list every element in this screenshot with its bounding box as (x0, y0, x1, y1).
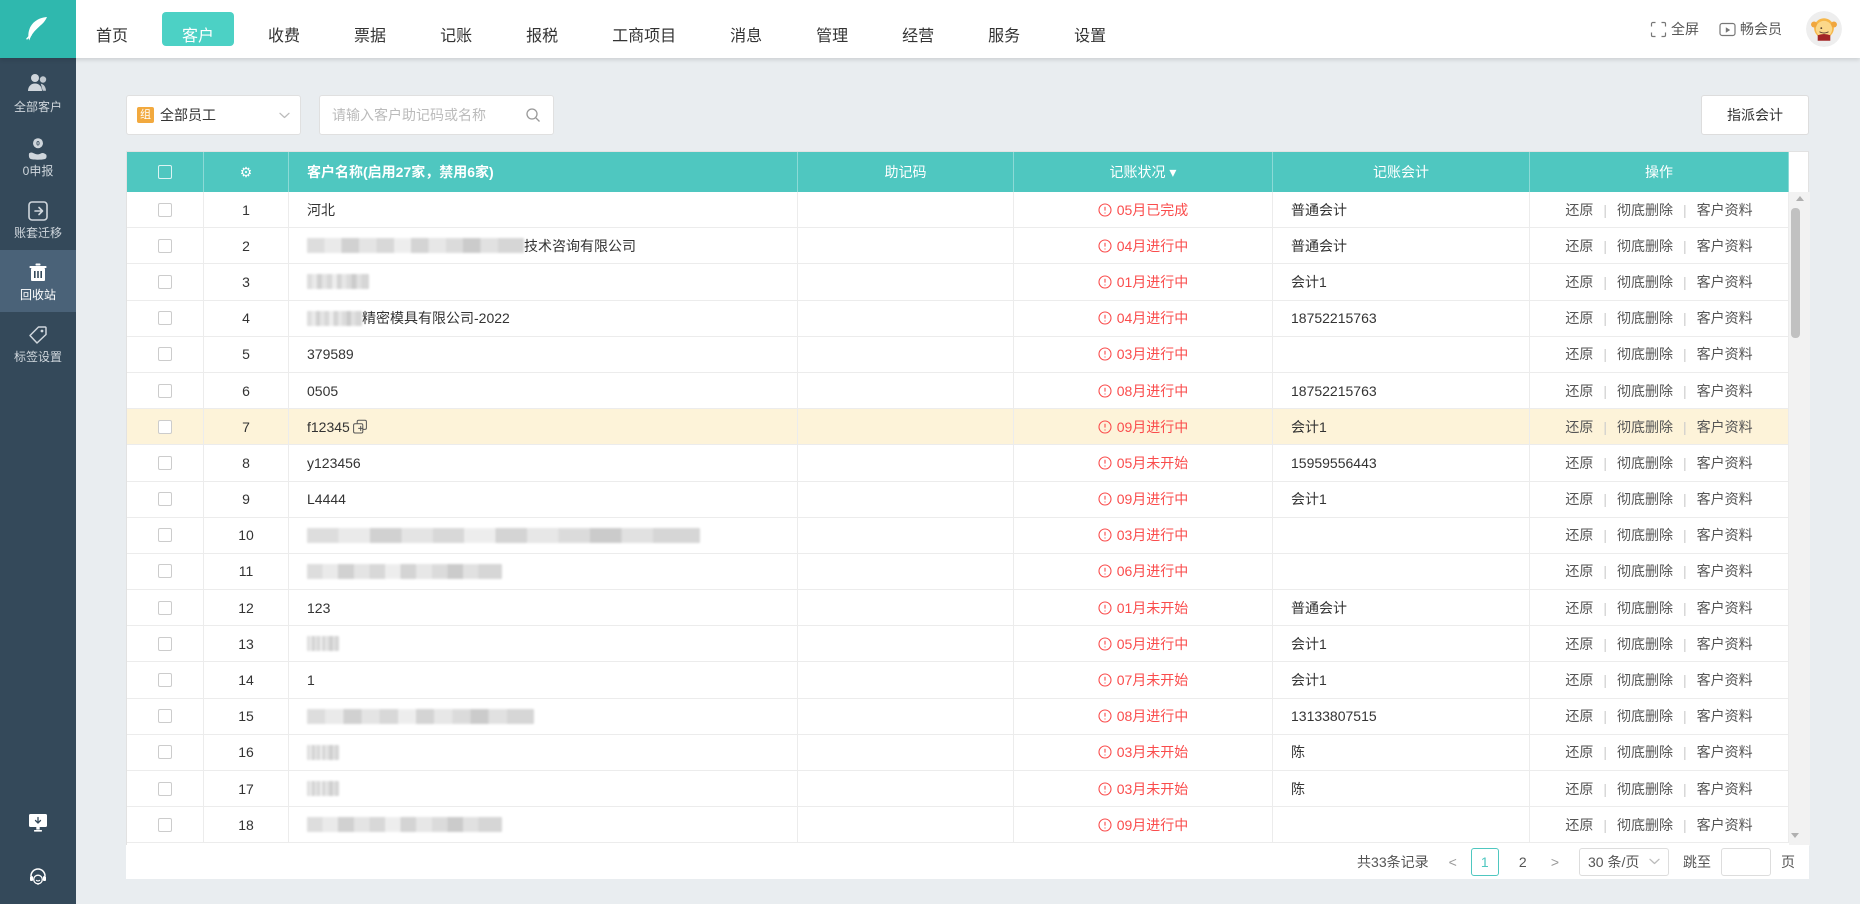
svg-text:0: 0 (36, 141, 40, 148)
